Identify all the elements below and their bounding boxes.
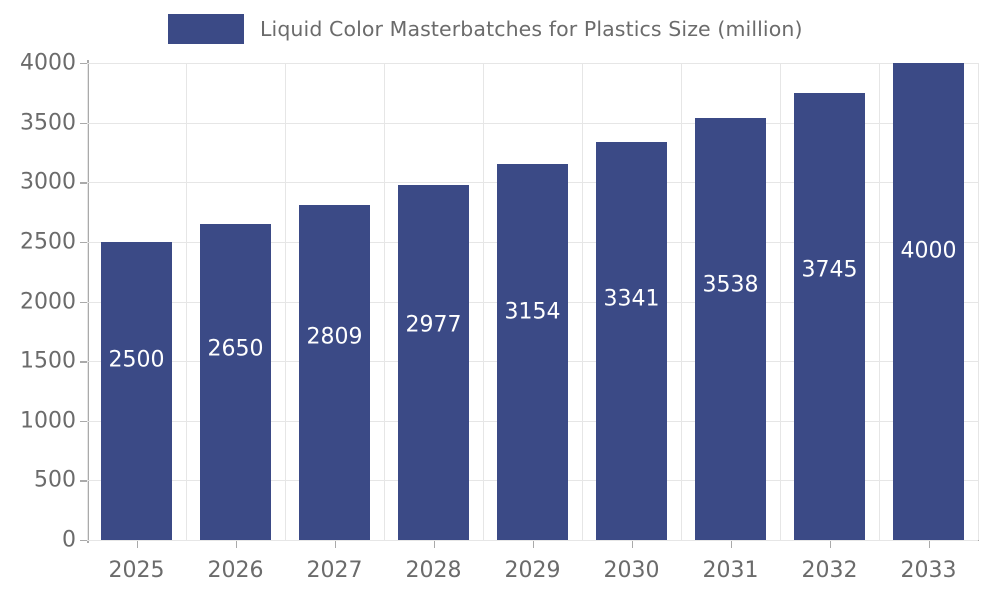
bar[interactable] xyxy=(793,93,866,540)
bar-value-label: 3745 xyxy=(801,257,858,283)
bar-value-label: 4000 xyxy=(900,238,957,264)
bar-value-label: 3538 xyxy=(702,272,759,298)
y-gridline xyxy=(87,122,978,124)
x-tick-label: 2032 xyxy=(801,558,858,583)
y-tick-label: 3000 xyxy=(20,169,76,195)
y-tick-mark xyxy=(80,63,87,65)
x-tick-label: 2025 xyxy=(108,558,165,583)
y-gridline xyxy=(87,63,978,64)
bar-value-label: 3341 xyxy=(603,286,660,312)
legend-color-swatch xyxy=(168,14,244,44)
bar-value-label: 2809 xyxy=(306,324,363,350)
y-tick-mark xyxy=(80,361,87,363)
y-tick-label: 1000 xyxy=(20,408,76,434)
y-tick-label: 3500 xyxy=(20,110,76,136)
x-gridline xyxy=(87,63,88,540)
plot-area: 2500 2650 2809 2977 3154 3341 3538 3745 4000 xyxy=(87,63,979,541)
y-tick-mark xyxy=(80,420,87,423)
x-gridline xyxy=(384,63,385,540)
y-gridline xyxy=(87,540,978,541)
y-tick-mark xyxy=(80,122,87,125)
bar[interactable] xyxy=(298,205,371,540)
bar-value-label: 2650 xyxy=(207,336,264,362)
legend-label: Liquid Color Masterbatches for Plastics … xyxy=(260,17,803,41)
x-tick-mark xyxy=(730,541,732,548)
x-tick-mark xyxy=(829,541,831,548)
bar[interactable] xyxy=(199,224,272,540)
y-tick-mark xyxy=(80,480,87,482)
x-tick-label: 2028 xyxy=(405,558,462,583)
x-gridline xyxy=(582,63,583,540)
x-tick-label: 2030 xyxy=(603,558,660,583)
x-tick-label: 2033 xyxy=(900,558,957,583)
bar[interactable] xyxy=(397,185,470,540)
x-tick-label: 2026 xyxy=(207,558,264,583)
bar-value-label: 3154 xyxy=(504,299,561,325)
bar-value-label: 2500 xyxy=(108,347,165,373)
y-tick-mark xyxy=(80,182,87,184)
x-tick-label: 2029 xyxy=(504,558,561,583)
y-tick-label: 1500 xyxy=(20,348,76,374)
x-gridline xyxy=(978,63,979,540)
bar[interactable] xyxy=(496,163,569,540)
x-gridline xyxy=(780,63,781,540)
bar[interactable] xyxy=(892,63,965,540)
x-tick-label: 2031 xyxy=(702,558,759,583)
y-tick-label: 2500 xyxy=(20,229,76,255)
x-tick-mark xyxy=(136,541,138,548)
y-tick-mark xyxy=(80,540,87,542)
y-tick-label: 4000 xyxy=(20,50,76,76)
x-tick-mark xyxy=(532,541,534,548)
bar[interactable] xyxy=(694,118,767,540)
x-gridline xyxy=(681,63,682,540)
y-tick-mark xyxy=(80,241,87,244)
bar[interactable] xyxy=(100,241,173,540)
bar[interactable] xyxy=(595,141,668,540)
x-tick-mark xyxy=(334,541,336,548)
x-gridline xyxy=(186,63,187,540)
x-tick-mark xyxy=(928,541,930,548)
x-tick-mark xyxy=(433,541,435,548)
y-axis-tick-labels: 0 500 1000 1500 2000 2500 3000 3500 4000 xyxy=(0,0,76,600)
x-tick-mark xyxy=(235,541,237,548)
x-gridline xyxy=(483,63,484,540)
x-gridline xyxy=(879,63,880,540)
x-tick-label: 2027 xyxy=(306,558,363,583)
x-tick-mark xyxy=(631,541,633,548)
x-gridline xyxy=(285,63,286,540)
y-tick-mark xyxy=(80,301,87,303)
y-tick-label: 500 xyxy=(34,467,76,493)
y-tick-label: 0 xyxy=(62,527,76,553)
y-tick-label: 2000 xyxy=(20,289,76,314)
chart-legend: Liquid Color Masterbatches for Plastics … xyxy=(168,12,803,46)
bar-value-label: 2977 xyxy=(405,312,462,338)
